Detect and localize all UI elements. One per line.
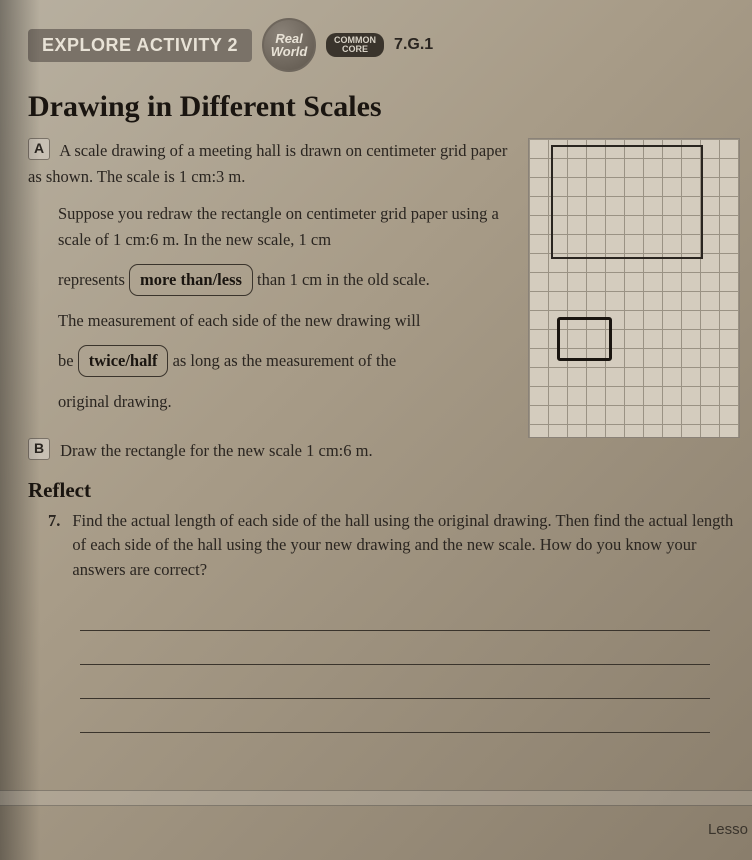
question-text: Find the actual length of each side of t… <box>72 509 740 583</box>
choice-more-less[interactable]: more than/less <box>129 264 253 296</box>
part-a-be: be <box>58 351 74 370</box>
part-a-than-old: than 1 cm in the old scale. <box>257 270 430 289</box>
original-rectangle <box>551 145 703 259</box>
explore-activity-label: EXPLORE ACTIVITY 2 <box>28 29 252 62</box>
part-a-represents: represents <box>58 270 125 289</box>
answer-line[interactable] <box>80 631 710 665</box>
part-a: A A scale drawing of a meeting hall is d… <box>28 138 514 415</box>
lesson-footer: Lesso <box>708 821 748 838</box>
activity-header: EXPLORE ACTIVITY 2 Real World COMMON COR… <box>28 18 740 72</box>
part-a-letter: A <box>28 138 50 160</box>
question-number: 7. <box>48 509 60 583</box>
grid-paper <box>528 138 740 438</box>
new-scale-rectangle <box>557 317 612 361</box>
answer-line[interactable] <box>80 665 710 699</box>
answer-line[interactable] <box>80 597 710 631</box>
page-title: Drawing in Different Scales <box>28 90 740 124</box>
part-a-as-long: as long as the measurement of the <box>173 351 397 370</box>
cc-line-2: CORE <box>334 45 376 54</box>
part-b-letter: B <box>28 438 50 460</box>
reflect-heading: Reflect <box>28 478 740 503</box>
answer-lines[interactable] <box>28 597 740 733</box>
real-world-badge: Real World <box>262 18 316 72</box>
badge-line-2: World <box>271 45 308 58</box>
part-a-original: original drawing. <box>58 389 514 415</box>
choice-twice-half[interactable]: twice/half <box>78 345 169 377</box>
common-core-badge: COMMON CORE <box>326 33 384 57</box>
standard-code: 7.G.1 <box>394 36 433 54</box>
part-b-text: Draw the rectangle for the new scale 1 c… <box>60 441 372 460</box>
part-a-intro: A scale drawing of a meeting hall is dra… <box>28 141 507 186</box>
reflect-question: 7. Find the actual length of each side o… <box>28 509 740 583</box>
part-a-suppose: Suppose you redraw the rectangle on cent… <box>58 201 514 252</box>
part-b: B Draw the rectangle for the new scale 1… <box>28 438 740 464</box>
page-edge-band <box>0 790 752 806</box>
answer-line[interactable] <box>80 699 710 733</box>
part-a-measurement: The measurement of each side of the new … <box>58 308 514 334</box>
